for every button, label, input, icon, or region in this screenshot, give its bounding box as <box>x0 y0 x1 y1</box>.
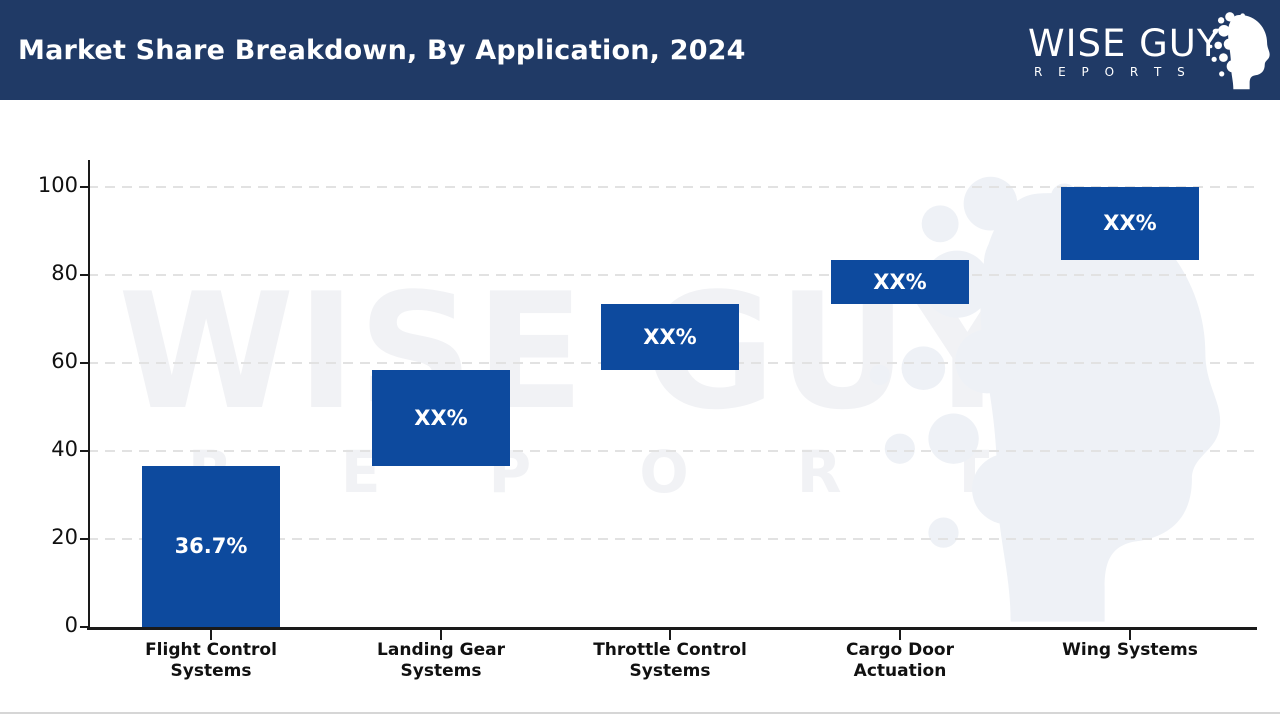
bar-value-label: XX% <box>873 269 927 294</box>
x-axis-tick <box>899 630 901 640</box>
y-axis-tick-label: 60 <box>51 349 78 373</box>
y-axis-tick-label: 0 <box>64 613 78 637</box>
y-axis-tick-label: 100 <box>37 173 78 197</box>
y-axis-tick <box>80 538 88 540</box>
header-bar: Market Share Breakdown, By Application, … <box>0 0 1280 100</box>
x-axis-line <box>87 627 1257 630</box>
bar-value-label: XX% <box>1103 211 1157 236</box>
x-axis-tick <box>440 630 442 640</box>
bar-landing-gear-systems: XX% <box>372 369 510 466</box>
x-axis-category-label: Wing Systems <box>1062 640 1198 660</box>
x-axis-category-label: Cargo Door Actuation <box>846 640 954 681</box>
y-axis-tick-label: 20 <box>51 525 78 549</box>
y-axis-tick <box>80 186 88 188</box>
bar-throttle-control-systems: XX% <box>601 303 739 370</box>
y-axis-tick <box>80 450 88 452</box>
bar-value-label: XX% <box>643 324 697 349</box>
x-axis-category-label: Landing Gear Systems <box>377 640 505 681</box>
y-axis-tick-label: 80 <box>51 261 78 285</box>
brand-face-icon <box>1208 12 1270 90</box>
chart-title: Market Share Breakdown, By Application, … <box>18 34 746 66</box>
x-axis-tick <box>669 630 671 640</box>
brand-name: WISE GUY <box>1028 22 1221 65</box>
gridline <box>88 450 1256 452</box>
y-axis-line <box>88 160 90 630</box>
brand-logo: WISE GUY R E P O R T S <box>1028 6 1270 94</box>
y-axis-tick-label: 40 <box>51 437 78 461</box>
y-axis-tick <box>80 626 88 628</box>
bar-wing-systems: XX% <box>1061 187 1199 260</box>
y-axis-tick <box>80 362 88 364</box>
bar-value-label: XX% <box>414 405 468 430</box>
gridline <box>88 186 1256 188</box>
gridline <box>88 274 1256 276</box>
x-axis-tick <box>210 630 212 640</box>
bar-cargo-door-actuation: XX% <box>831 259 969 304</box>
y-axis-tick <box>80 274 88 276</box>
x-axis-category-label: Flight Control Systems <box>145 640 277 681</box>
gridline <box>88 538 1256 540</box>
bottom-border-line <box>0 712 1280 714</box>
brand-tagline: R E P O R T S <box>1034 65 1191 79</box>
x-axis-category-label: Throttle Control Systems <box>593 640 747 681</box>
bar-flight-control-systems: 36.7% <box>142 465 280 627</box>
bar-value-label: 36.7% <box>174 534 248 559</box>
x-axis-tick <box>1129 630 1131 640</box>
